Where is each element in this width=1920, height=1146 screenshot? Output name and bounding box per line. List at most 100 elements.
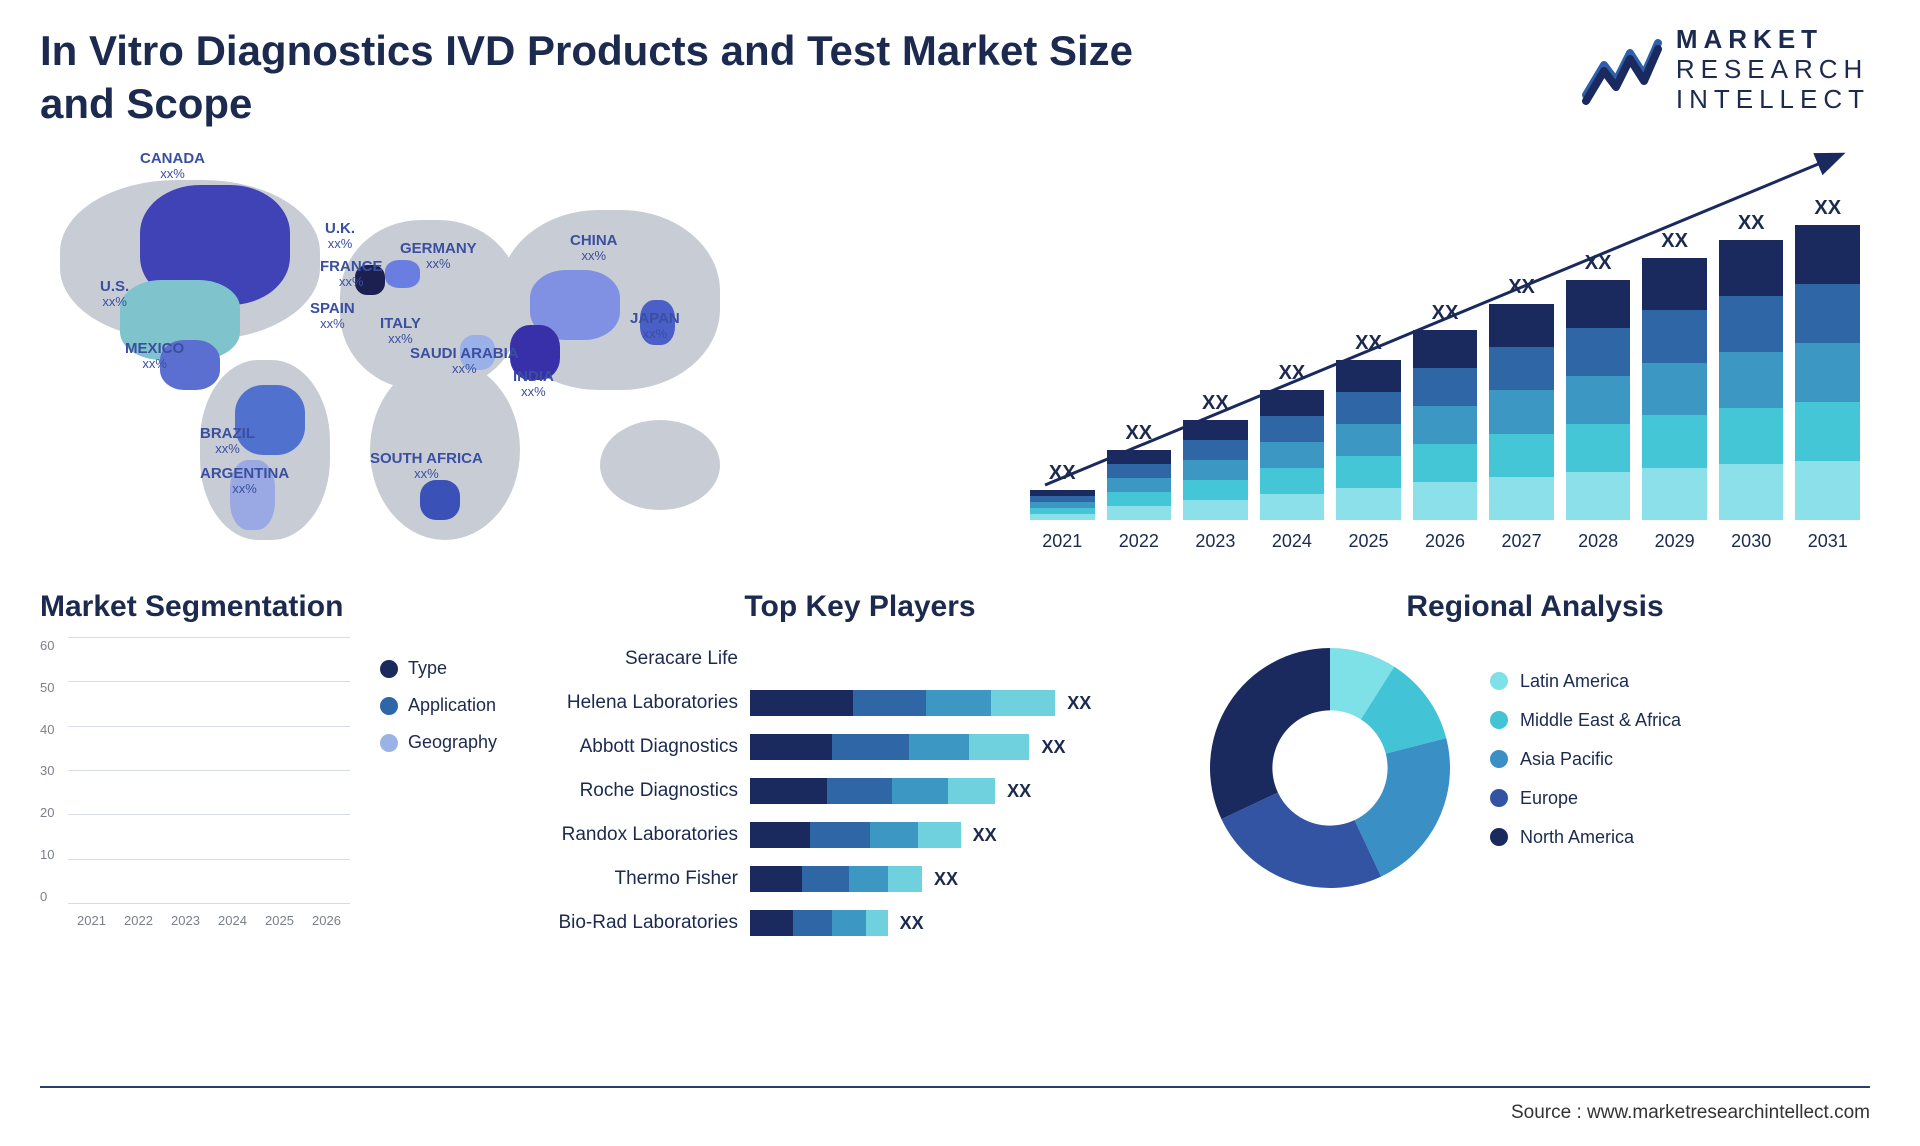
logo-icon — [1582, 35, 1662, 105]
player-name: Bio-Rad Laboratories — [540, 912, 750, 934]
growth-bar: XX — [1719, 240, 1784, 520]
growth-bar: XX — [1107, 450, 1172, 520]
logo-line3: INTELLECT — [1676, 85, 1870, 115]
growth-year-label: 2021 — [1030, 531, 1095, 552]
growth-bar-value: XX — [1642, 230, 1707, 253]
map-country-label: SAUDI ARABIAxx% — [410, 345, 519, 377]
player-value: XX — [1007, 781, 1031, 802]
player-row: Helena Laboratories XX — [540, 686, 1180, 720]
player-bar: XX — [750, 778, 1180, 804]
legend-item: Middle East & Africa — [1490, 710, 1681, 731]
player-bar — [750, 646, 1180, 672]
player-row: Abbott Diagnostics XX — [540, 730, 1180, 764]
player-name: Helena Laboratories — [540, 692, 750, 714]
legend-item: Europe — [1490, 788, 1681, 809]
segmentation-title: Market Segmentation — [40, 590, 520, 624]
player-name: Seracare Life — [540, 648, 750, 670]
player-value: XX — [1041, 737, 1065, 758]
map-region — [420, 480, 460, 520]
player-value: XX — [934, 869, 958, 890]
growth-bar-value: XX — [1489, 276, 1554, 299]
growth-year-label: 2022 — [1107, 531, 1172, 552]
growth-bar: XX — [1030, 490, 1095, 520]
growth-year-label: 2026 — [1413, 531, 1478, 552]
brand-logo: MARKET RESEARCH INTELLECT — [1582, 25, 1870, 115]
legend-item: Latin America — [1490, 671, 1681, 692]
footer-divider — [40, 1086, 1870, 1088]
players-title: Top Key Players — [540, 590, 1180, 624]
regional-legend: Latin America Middle East & Africa Asia Pa… — [1490, 671, 1681, 866]
player-bar: XX — [750, 690, 1180, 716]
player-row: Seracare Life — [540, 642, 1180, 676]
map-country-label: JAPANxx% — [630, 310, 680, 342]
growth-bar-value: XX — [1795, 197, 1860, 220]
player-row: Bio-Rad Laboratories XX — [540, 906, 1180, 940]
map-country-label: SPAINxx% — [310, 300, 355, 332]
player-name: Roche Diagnostics — [540, 780, 750, 802]
map-country-label: GERMANYxx% — [400, 240, 477, 272]
map-country-label: U.S.xx% — [100, 278, 129, 310]
player-value: XX — [1067, 693, 1091, 714]
growth-year-label: 2027 — [1489, 531, 1554, 552]
growth-stacked-bar-chart: XXXXXXXXXXXXXXXXXXXXXX 20212022202320242… — [1010, 150, 1870, 560]
growth-bar: XX — [1336, 360, 1401, 520]
growth-bar-value: XX — [1107, 422, 1172, 445]
growth-bar: XX — [1566, 280, 1631, 520]
growth-bar: XX — [1795, 225, 1860, 520]
regional-title: Regional Analysis — [1200, 590, 1870, 624]
growth-bar-value: XX — [1719, 212, 1784, 235]
legend-item: Application — [380, 695, 497, 716]
map-country-label: CANADAxx% — [140, 150, 205, 182]
logo-line1: MARKET — [1676, 25, 1870, 55]
growth-bar: XX — [1413, 330, 1478, 520]
player-row: Thermo Fisher XX — [540, 862, 1180, 896]
growth-year-label: 2025 — [1336, 531, 1401, 552]
legend-item: Asia Pacific — [1490, 749, 1681, 770]
player-name: Randox Laboratories — [540, 824, 750, 846]
growth-year-label: 2028 — [1566, 531, 1631, 552]
map-country-label: INDIAxx% — [513, 368, 554, 400]
growth-year-label: 2029 — [1642, 531, 1707, 552]
map-country-label: U.K.xx% — [325, 220, 355, 252]
world-map: CANADAxx% U.S.xx% MEXICOxx% BRAZILxx% ARGENT… — [40, 150, 970, 560]
map-country-label: SOUTH AFRICAxx% — [370, 450, 483, 482]
map-country-label: CHINAxx% — [570, 232, 618, 264]
growth-year-label: 2031 — [1795, 531, 1860, 552]
player-value: XX — [973, 825, 997, 846]
page-title: In Vitro Diagnostics IVD Products and Te… — [40, 25, 1140, 130]
map-country-label: ITALYxx% — [380, 315, 421, 347]
growth-year-label: 2023 — [1183, 531, 1248, 552]
legend-item: Geography — [380, 732, 497, 753]
player-name: Thermo Fisher — [540, 868, 750, 890]
legend-item: Type — [380, 658, 497, 679]
growth-bar: XX — [1183, 420, 1248, 520]
player-row: Randox Laboratories XX — [540, 818, 1180, 852]
legend-item: North America — [1490, 827, 1681, 848]
player-row: Roche Diagnostics XX — [540, 774, 1180, 808]
segmentation-legend: Type Application Geography — [380, 638, 497, 769]
map-country-label: ARGENTINAxx% — [200, 465, 289, 497]
growth-bar: XX — [1489, 304, 1554, 520]
growth-bar-value: XX — [1413, 302, 1478, 325]
donut-slice — [1210, 648, 1330, 819]
players-chart: Seracare LifeHelena LaboratoriesXXAbbott… — [540, 638, 1180, 940]
regional-donut-chart: Latin America Middle East & Africa Asia Pa… — [1200, 638, 1870, 898]
map-country-label: FRANCExx% — [320, 258, 383, 290]
player-bar: XX — [750, 866, 1180, 892]
growth-bar-value: XX — [1260, 362, 1325, 385]
map-country-label: MEXICOxx% — [125, 340, 184, 372]
growth-bar-value: XX — [1030, 462, 1095, 485]
source-attribution: Source : www.marketresearchintellect.com — [1511, 1102, 1870, 1124]
map-country-label: BRAZILxx% — [200, 425, 255, 457]
growth-bar: XX — [1642, 258, 1707, 520]
player-bar: XX — [750, 822, 1180, 848]
growth-bar: XX — [1260, 390, 1325, 520]
player-name: Abbott Diagnostics — [540, 736, 750, 758]
map-region — [600, 420, 720, 510]
growth-bar-value: XX — [1566, 252, 1631, 275]
growth-year-label: 2024 — [1260, 531, 1325, 552]
player-bar: XX — [750, 910, 1180, 936]
player-value: XX — [900, 913, 924, 934]
growth-bar-value: XX — [1183, 392, 1248, 415]
player-bar: XX — [750, 734, 1180, 760]
